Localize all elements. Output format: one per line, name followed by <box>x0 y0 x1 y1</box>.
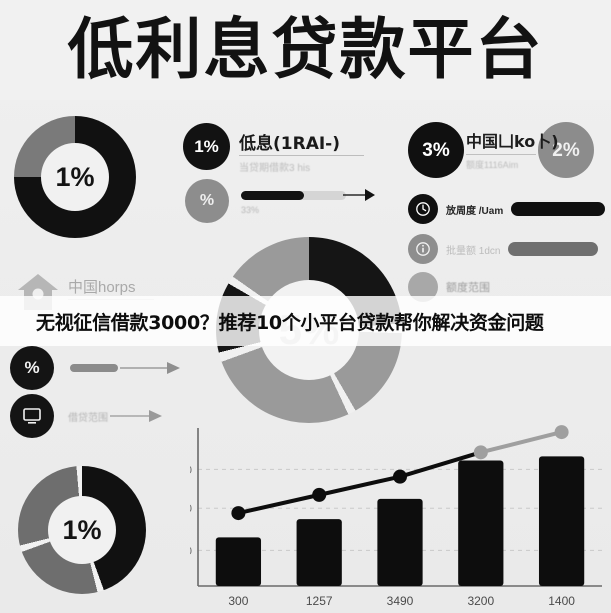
chart-x-labels: 300 1257 3490 3200 1400 <box>228 594 575 608</box>
monitor-icon <box>10 394 54 438</box>
donut-chart-bottom-left: 1% <box>18 466 146 594</box>
chart-y-label: 190 <box>190 545 192 557</box>
info-icon <box>408 234 438 264</box>
brand-label: 中国horps <box>68 279 136 296</box>
rate-chip-gray-right: 2% <box>538 122 594 178</box>
donut-bottom-left-value: 1% <box>62 514 102 545</box>
chart-svg: 300 1257 3490 3200 1400 160 560 190 <box>190 425 602 608</box>
article-title-banner: 无视征信借款3000？推荐10个小平台贷款帮你解决资金问题 <box>0 296 611 346</box>
chart-line-segment <box>236 492 322 516</box>
clock-icon <box>408 194 438 224</box>
progress-fill <box>241 191 304 200</box>
chart-line-segment <box>398 450 483 479</box>
chart-y-label: 560 <box>190 503 192 515</box>
chart-bars <box>215 456 585 586</box>
chart-bar <box>538 456 585 586</box>
screen-row-label: 借贷范围 <box>68 412 108 424</box>
donut-top-left-value: 1% <box>55 161 95 192</box>
article-title: 无视征信借款3000？推荐10个小平台贷款帮你解决资金问题 <box>36 311 544 334</box>
chart-data-point <box>554 425 569 440</box>
chart-data-point <box>312 487 327 502</box>
detail-row-1-label: 放周度 /Uam <box>446 205 504 217</box>
chart-x-label: 3490 <box>387 594 414 608</box>
chart-x-label: 300 <box>228 594 248 608</box>
donut-top-left-center: 1% <box>41 143 109 211</box>
percent-chip: % <box>10 346 54 390</box>
china-rate-title: 中国凵ko卜) <box>466 132 559 151</box>
rate-chip-black-right: 3% <box>408 122 464 178</box>
chart-line-segment <box>317 474 402 497</box>
divider <box>239 155 364 156</box>
progress-percent-label: 33% <box>241 205 260 215</box>
progress-track <box>241 191 346 200</box>
chart-data-point <box>231 506 246 521</box>
chart-data-point <box>473 445 488 460</box>
chart-x-label: 1257 <box>306 594 333 608</box>
china-rate-subtitle: 额度1116Aim <box>466 160 519 170</box>
detail-row-2-bar <box>508 242 599 256</box>
detail-row-1: 放周度 /Uam <box>408 192 606 226</box>
divider <box>466 154 536 155</box>
chart-line-segment <box>478 430 564 455</box>
chart-line <box>231 425 569 521</box>
page-title: 低利息贷款平台 <box>67 11 544 88</box>
china-rate-card: 3% 2% 中国凵ko卜) 额度1116Aim 放周度 /Uam <box>404 114 611 302</box>
low-interest-title: 低息(1RAI-) <box>239 134 340 154</box>
chart-data-point <box>393 469 407 484</box>
chart-x-label: 3200 <box>467 594 494 608</box>
arrow-right-icon <box>110 410 162 422</box>
low-interest-card: 1% % 低息(1RAI-) 当贷期借款3 his 33% <box>183 117 375 227</box>
chart-y-label: 160 <box>190 464 192 476</box>
percent-chip-gray: % <box>185 179 229 223</box>
arrow-right-icon <box>343 189 375 201</box>
chart-bar <box>296 519 342 586</box>
chart-bar <box>215 537 262 586</box>
percent-row: % <box>10 346 180 390</box>
screen-row: 借贷范围 <box>10 394 190 438</box>
chart-bar <box>458 460 504 586</box>
percent-bar <box>70 364 118 372</box>
low-interest-subtitle: 当贷期借款3 his <box>239 163 311 174</box>
detail-row-2: 批量额 1dcn <box>408 232 599 266</box>
detail-row-1-bar <box>511 202 606 216</box>
arrow-right-icon <box>120 362 180 374</box>
chart-y-labels: 160 560 190 <box>190 464 192 557</box>
combo-chart: 300 1257 3490 3200 1400 160 560 190 <box>190 420 611 613</box>
rate-chip-black: 1% <box>183 123 230 170</box>
detail-row-2-label: 批量额 1dcn <box>446 245 501 257</box>
header: 低利息贷款平台 <box>0 0 611 100</box>
chart-bar <box>377 498 423 586</box>
donut-chart-top-left: 1% <box>14 116 136 238</box>
donut-bottom-left-center: 1% <box>48 496 116 564</box>
detail-row-3-label: 额度范围 <box>446 282 490 294</box>
chart-x-label: 1400 <box>548 594 575 608</box>
